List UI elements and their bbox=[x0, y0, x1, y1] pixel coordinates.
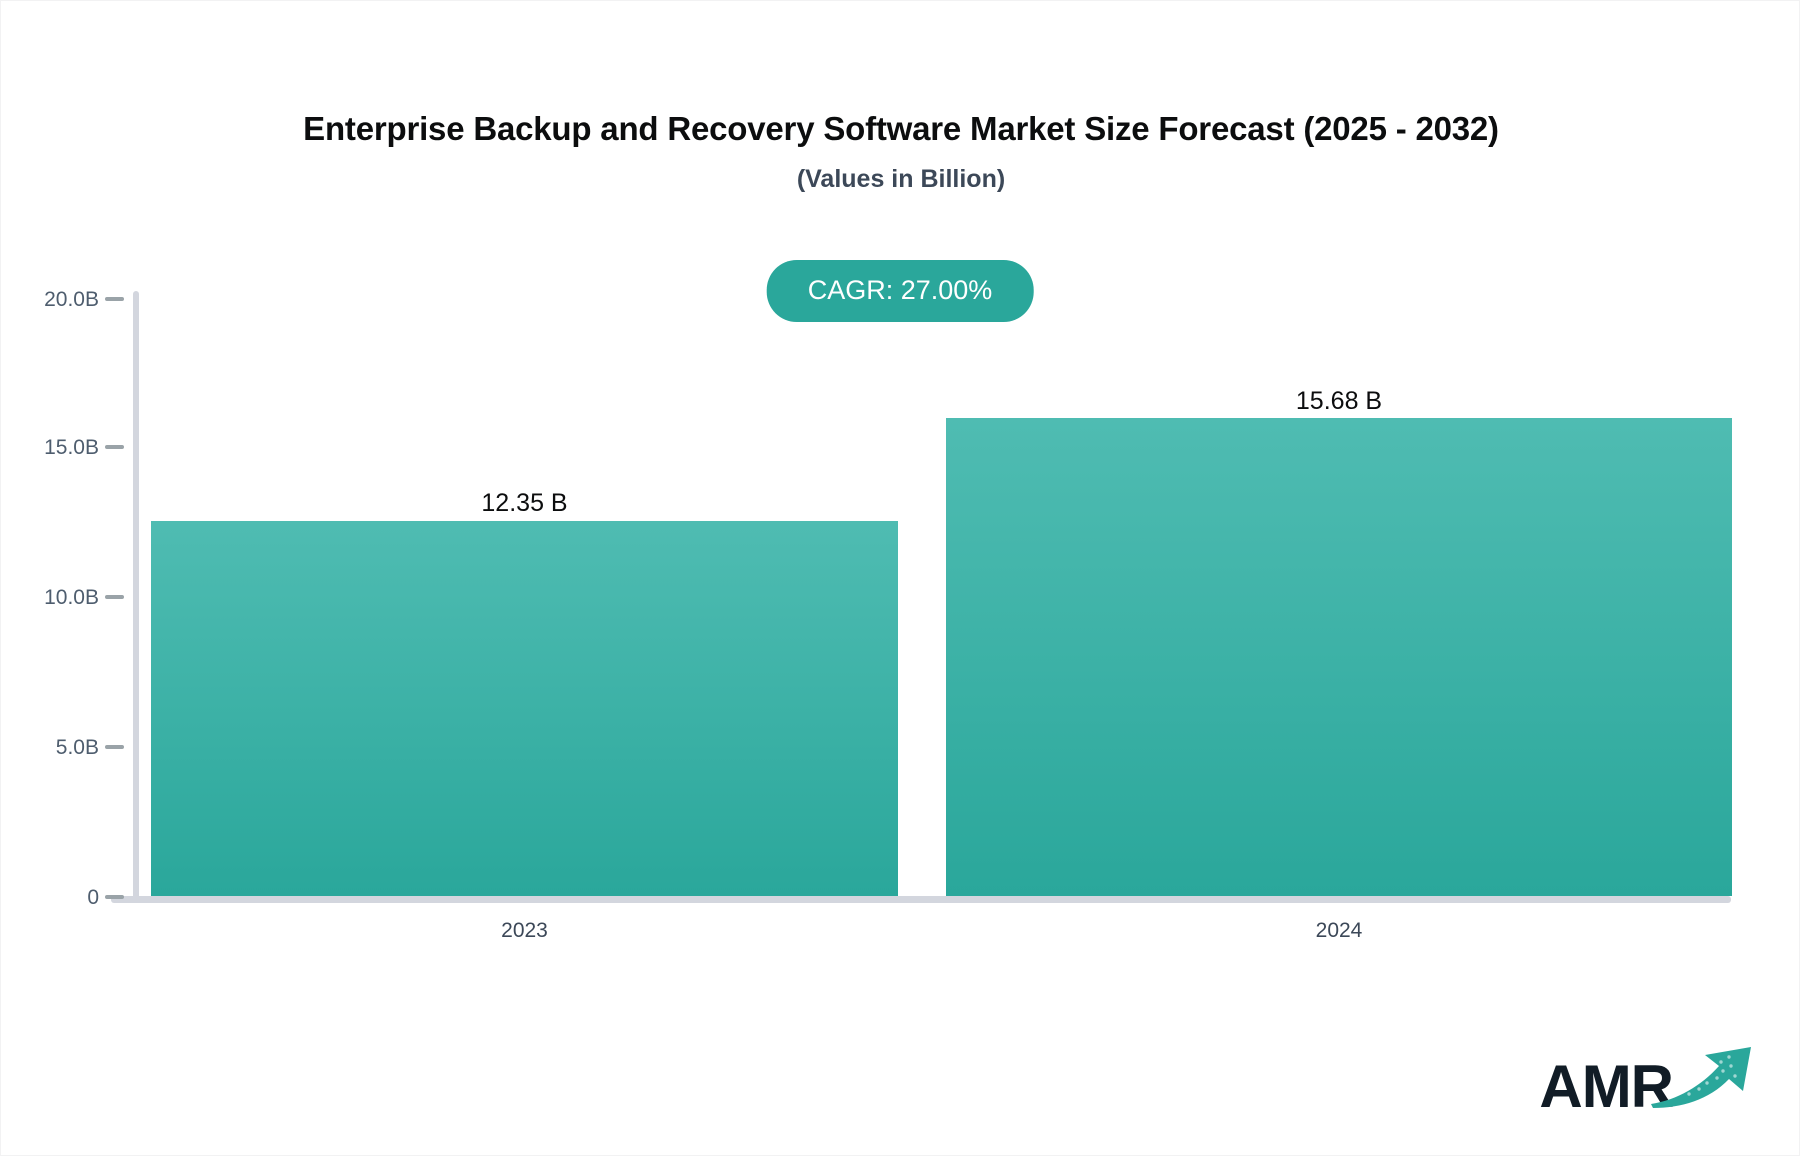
bar-2024[interactable] bbox=[946, 418, 1732, 896]
chart-subtitle: (Values in Billion) bbox=[796, 165, 1006, 193]
y-tick-label-10: 10.0B bbox=[44, 586, 99, 609]
y-tick-mark-20 bbox=[105, 297, 124, 301]
y-tick-mark-0 bbox=[105, 895, 124, 899]
amr-logo: AMR bbox=[1539, 1045, 1763, 1117]
bar-value-2023: 12.35 B bbox=[481, 489, 568, 517]
x-axis-line bbox=[111, 896, 1731, 903]
y-tick-label-20: 20.0B bbox=[44, 288, 99, 311]
cagr-badge: CAGR: 27.00% bbox=[766, 260, 1034, 322]
chart-header: Enterprise Backup and Recovery Software … bbox=[1, 109, 1800, 194]
x-tick-label-2023: 2023 bbox=[501, 919, 548, 942]
x-tick-label-2024: 2024 bbox=[1315, 919, 1363, 942]
y-tick-mark-15 bbox=[105, 445, 124, 449]
y-axis-line bbox=[133, 291, 139, 901]
amr-logo-text: AMR bbox=[1539, 1053, 1674, 1120]
bar-value-2024: 15.68 B bbox=[1295, 387, 1383, 415]
bar-2023[interactable] bbox=[151, 521, 898, 896]
y-tick-mark-5 bbox=[105, 745, 124, 749]
y-tick-label-0: 0 bbox=[87, 886, 99, 909]
chart-title: Enterprise Backup and Recovery Software … bbox=[303, 110, 1499, 147]
y-tick-label-5: 5.0B bbox=[55, 736, 99, 759]
y-tick-label-15: 15.0B bbox=[44, 436, 99, 459]
y-tick-mark-10 bbox=[105, 595, 124, 599]
growth-arrow-icon bbox=[1643, 1038, 1763, 1115]
